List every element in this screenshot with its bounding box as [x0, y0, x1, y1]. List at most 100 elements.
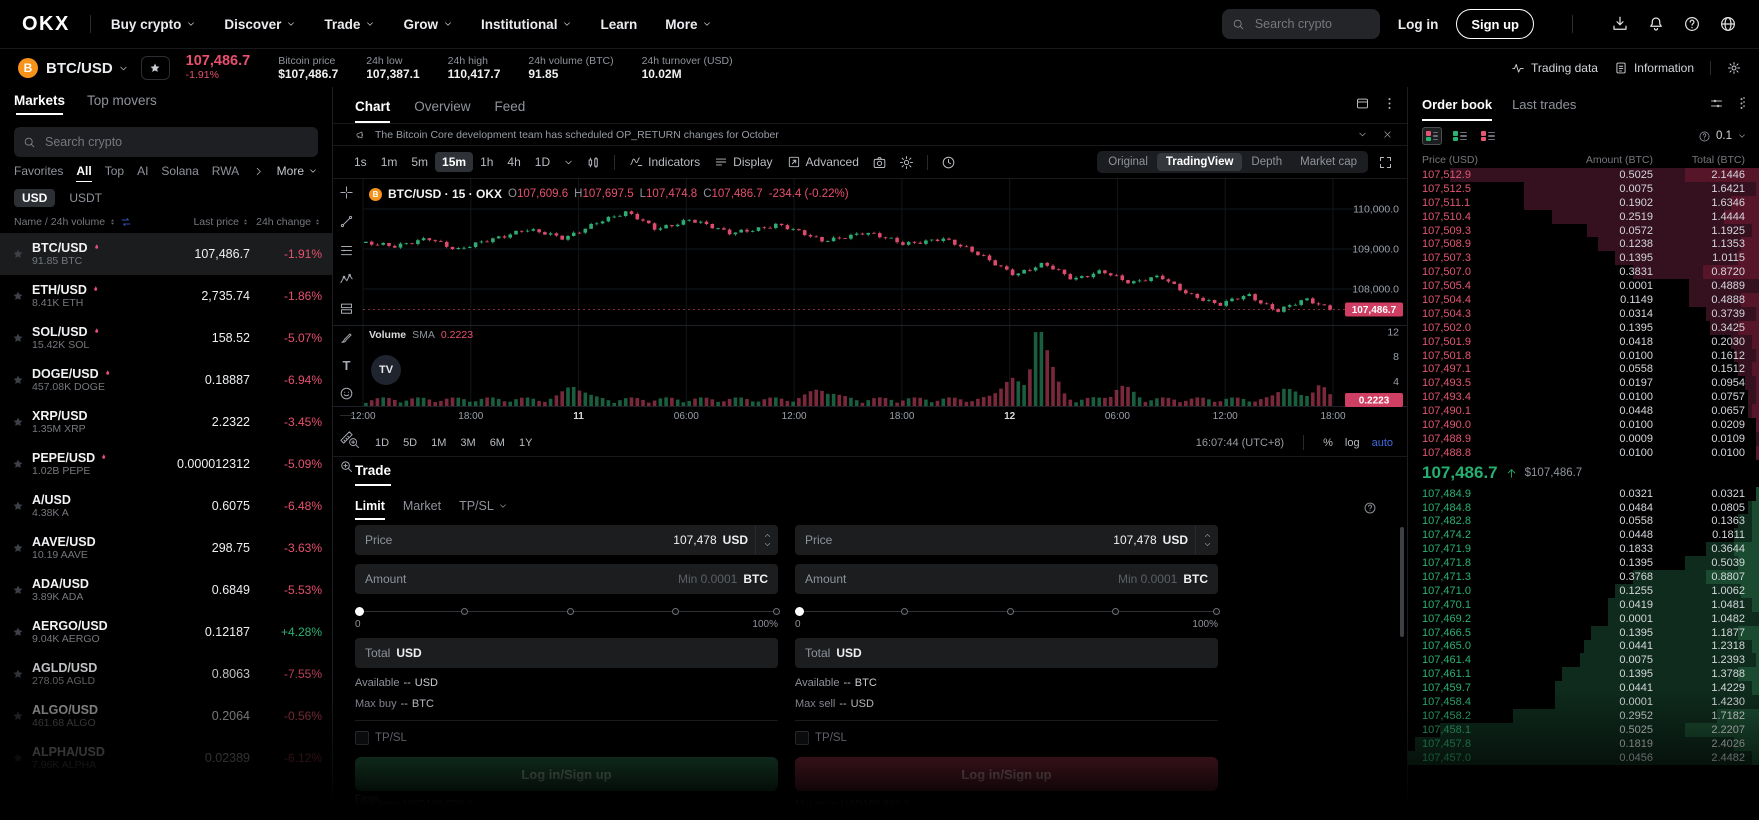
- replay-icon[interactable]: [941, 155, 956, 170]
- view-asks-icon[interactable]: [1478, 127, 1498, 145]
- category-tab[interactable]: Solana: [161, 160, 198, 182]
- bid-row[interactable]: 107,459.7 0.0441 1.4229: [1408, 681, 1759, 696]
- brush-tool-icon[interactable]: [339, 330, 354, 345]
- slider-handle[interactable]: [355, 607, 364, 616]
- column-last-price[interactable]: Last price: [158, 216, 250, 228]
- last-price-row[interactable]: 107,486.7 $107,486.7: [1408, 460, 1759, 487]
- chart-view-option[interactable]: Depth: [1242, 153, 1291, 171]
- display-button[interactable]: Display: [707, 155, 779, 169]
- sell-login-signup-button[interactable]: Log in/Sign up: [795, 757, 1218, 791]
- market-row[interactable]: PEPE/USD 1.02B PEPE 0.000012312 -5.09%: [0, 443, 332, 485]
- sidebar-tab[interactable]: Top movers: [87, 93, 157, 115]
- chart-settings-icon[interactable]: [899, 155, 914, 170]
- slider-handle[interactable]: [795, 607, 804, 616]
- slider-tick[interactable]: [460, 608, 468, 615]
- category-tab[interactable]: RWA: [212, 160, 239, 182]
- more-categories[interactable]: More: [277, 164, 318, 178]
- bid-row[interactable]: 107,471.9 0.1833 0.3644: [1408, 542, 1759, 557]
- precision-selector[interactable]: 0.1: [1698, 130, 1747, 143]
- nav-menu-item[interactable]: Learn: [600, 17, 637, 32]
- sidebar-search[interactable]: [14, 127, 318, 157]
- ask-row[interactable]: 107,488.8 0.0100 0.0100: [1408, 445, 1759, 460]
- login-button[interactable]: Log in: [1397, 16, 1439, 32]
- timeframe-button[interactable]: 1s: [347, 152, 374, 172]
- fees-link[interactable]: Fees: [355, 793, 380, 805]
- ask-row[interactable]: 107,507.3 0.1395 1.0115: [1408, 251, 1759, 266]
- text-tool-icon[interactable]: T: [342, 358, 351, 373]
- favorite-star-icon[interactable]: [12, 290, 24, 302]
- bid-row[interactable]: 107,465.0 0.0441 1.2318: [1408, 639, 1759, 654]
- bid-row[interactable]: 107,482.8 0.0558 0.1363: [1408, 514, 1759, 529]
- ask-row[interactable]: 107,505.4 0.0001 0.4889: [1408, 279, 1759, 294]
- favorite-star-icon[interactable]: [12, 584, 24, 596]
- market-row[interactable]: AGLD/USD 278.05 AGLD 0.8063 -7.55%: [0, 653, 332, 695]
- ask-row[interactable]: 107,510.4 0.2519 1.4444: [1408, 209, 1759, 224]
- favorite-star-icon[interactable]: [12, 542, 24, 554]
- zoom-in-icon[interactable]: [339, 459, 354, 474]
- ask-row[interactable]: 107,504.3 0.0314 0.3739: [1408, 306, 1759, 321]
- favorite-star-icon[interactable]: [12, 668, 24, 680]
- buy-price-field[interactable]: Price 107,478 USD: [355, 525, 778, 555]
- popout-icon[interactable]: [1355, 96, 1370, 111]
- chart-view-option[interactable]: Market cap: [1291, 153, 1366, 171]
- information-link[interactable]: Information: [1614, 61, 1694, 75]
- ask-row[interactable]: 107,490.1 0.0448 0.0657: [1408, 404, 1759, 419]
- percent-scale-button[interactable]: %: [1323, 436, 1333, 449]
- bid-row[interactable]: 107,471.0 0.1255 1.0062: [1408, 583, 1759, 598]
- buy-amount-slider[interactable]: [355, 607, 780, 616]
- ask-row[interactable]: 107,493.5 0.0197 0.0954: [1408, 376, 1759, 391]
- market-row[interactable]: ADA/USD 3.89K ADA 0.6849 -5.53%: [0, 569, 332, 611]
- sell-amount-slider[interactable]: [795, 607, 1220, 616]
- slider-tick[interactable]: [900, 608, 908, 615]
- fib-tool-icon[interactable]: [339, 243, 354, 258]
- nav-menu-item[interactable]: Grow: [403, 17, 453, 32]
- bid-row[interactable]: 107,457.0 0.0456 2.4482: [1408, 750, 1759, 765]
- market-row[interactable]: ALPHA/USD 7.96K ALPHA 0.02389 -6.12%: [0, 737, 332, 779]
- ask-row[interactable]: 107,488.9 0.0009 0.0109: [1408, 431, 1759, 446]
- range-button[interactable]: 6M: [489, 436, 505, 449]
- favorite-star-icon[interactable]: [12, 752, 24, 764]
- bid-row[interactable]: 107,484.8 0.0484 0.0805: [1408, 500, 1759, 515]
- bid-row[interactable]: 107,458.2 0.2952 1.7182: [1408, 708, 1759, 723]
- nav-menu-item[interactable]: Trade: [324, 17, 375, 32]
- bid-row[interactable]: 107,457.8 0.1819 2.4026: [1408, 736, 1759, 751]
- market-row[interactable]: ETH/USD 8.41K ETH 2,735.74 -1.86%: [0, 275, 332, 317]
- range-button[interactable]: 1M: [431, 436, 447, 449]
- trade-tab[interactable]: Trade: [355, 463, 392, 486]
- favorite-star-icon[interactable]: [12, 626, 24, 638]
- category-tab[interactable]: Favorites: [14, 160, 63, 182]
- ask-row[interactable]: 107,502.0 0.1395 0.3425: [1408, 320, 1759, 335]
- scrollbar[interactable]: [1400, 527, 1404, 637]
- emoji-tool-icon[interactable]: [339, 386, 354, 401]
- language-icon[interactable]: [1719, 15, 1737, 33]
- quote-tab[interactable]: USDT: [69, 191, 102, 205]
- market-row[interactable]: AAVE/USD 10.19 AAVE 298.75 -3.63%: [0, 527, 332, 569]
- trading-data-link[interactable]: Trading data: [1511, 61, 1598, 75]
- tpsl-checkbox[interactable]: [795, 731, 809, 745]
- favorite-star-icon[interactable]: [12, 458, 24, 470]
- nav-menu-item[interactable]: Buy crypto: [111, 17, 197, 32]
- ask-row[interactable]: 107,512.9 0.5025 2.1446: [1408, 168, 1759, 182]
- trendline-tool-icon[interactable]: [339, 214, 354, 229]
- market-row[interactable]: XRP/USD 1.35M XRP 2.2322 -3.45%: [0, 401, 332, 443]
- sidebar-tab[interactable]: Markets: [14, 93, 65, 115]
- chart-tab[interactable]: Overview: [414, 99, 470, 123]
- ask-row[interactable]: 107,512.5 0.0075 1.6421: [1408, 181, 1759, 196]
- ask-row[interactable]: 107,509.3 0.0572 1.1925: [1408, 223, 1759, 238]
- bid-row[interactable]: 107,466.5 0.1395 1.1877: [1408, 625, 1759, 640]
- buy-login-signup-button[interactable]: Log in/Sign up: [355, 757, 778, 791]
- bid-row[interactable]: 107,484.9 0.0321 0.0321: [1408, 486, 1759, 501]
- nav-search-input[interactable]: [1252, 16, 1357, 32]
- order-book-tab[interactable]: Order book: [1422, 97, 1493, 121]
- ask-row[interactable]: 107,504.4 0.1149 0.4888: [1408, 293, 1759, 307]
- nav-menu-item[interactable]: Institutional: [481, 17, 573, 32]
- timeframe-button[interactable]: 15m: [435, 152, 474, 172]
- market-row[interactable]: DOGE/USD 457.08K DOGE 0.18887 -6.94%: [0, 359, 332, 401]
- timeframe-button[interactable]: 1D: [528, 152, 557, 172]
- bid-row[interactable]: 107,474.2 0.0448 0.1811: [1408, 528, 1759, 543]
- step-down-icon[interactable]: [763, 540, 772, 549]
- category-tab[interactable]: AI: [137, 160, 148, 182]
- sidebar-search-input[interactable]: [43, 134, 297, 150]
- bid-row[interactable]: 107,471.8 0.1395 0.5039: [1408, 556, 1759, 571]
- ask-row[interactable]: 107,501.9 0.0418 0.2030: [1408, 334, 1759, 349]
